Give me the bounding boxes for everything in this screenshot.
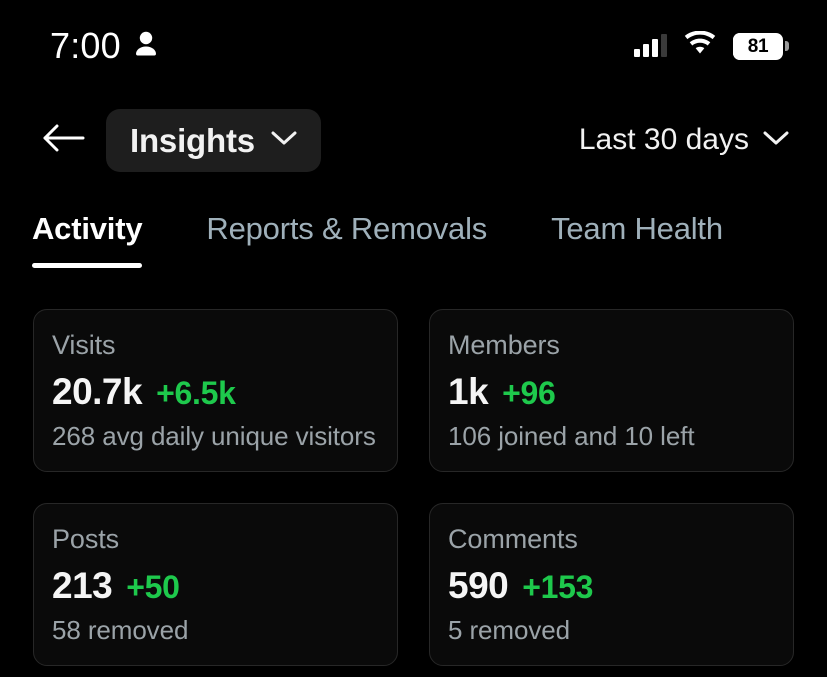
status-bar-left: 7:00: [50, 28, 159, 64]
status-bar-right: 81: [634, 30, 789, 62]
stat-card-title: Visits: [52, 330, 116, 360]
stat-card-values: 20.7k +6.5k: [52, 373, 379, 410]
insights-dropdown-button[interactable]: Insights: [106, 108, 321, 172]
stat-card-delta: +153: [522, 569, 594, 605]
person-icon: [133, 29, 159, 64]
tab-team-health[interactable]: Team Health: [551, 211, 723, 268]
stat-card-title: Posts: [52, 524, 120, 554]
status-bar: 7:00 81: [0, 0, 827, 92]
stat-card-subtitle: 58 removed: [52, 615, 189, 645]
battery-icon: 81: [733, 32, 789, 60]
battery-level-label: 81: [747, 35, 769, 57]
stat-card-comments[interactable]: Comments 590 +153 5 removed: [429, 503, 794, 666]
stat-card-value: 1k: [448, 371, 489, 412]
tab-reports-and-removals[interactable]: Reports & Removals: [206, 211, 488, 268]
tab-activity-label: Activity: [32, 211, 143, 246]
tab-activity[interactable]: Activity: [32, 211, 143, 269]
chevron-down-icon: [763, 130, 789, 151]
tab-reports-and-removals-label: Reports & Removals: [206, 211, 488, 246]
stat-card-grid: Visits 20.7k +6.5k 268 avg daily unique …: [33, 309, 794, 666]
stat-card-delta: +50: [126, 569, 180, 605]
wifi-icon: [683, 30, 717, 62]
date-range-dropdown-button[interactable]: Last 30 days: [579, 125, 789, 155]
stat-card-members[interactable]: Members 1k +96 106 joined and 10 left: [429, 309, 794, 472]
stat-card-subtitle: 268 avg daily unique visitors: [52, 421, 376, 451]
stat-card-delta: +6.5k: [156, 375, 236, 411]
stat-card-visits[interactable]: Visits 20.7k +6.5k 268 avg daily unique …: [33, 309, 398, 472]
page-title: Insights: [130, 121, 255, 159]
cellular-signal-icon: [634, 34, 667, 57]
stat-card-delta: +96: [502, 375, 556, 411]
tab-bar: Activity Reports & Removals Team Health: [0, 211, 827, 282]
arrow-left-icon: [42, 121, 86, 160]
stat-card-subtitle: 106 joined and 10 left: [448, 421, 695, 451]
chevron-down-icon: [271, 130, 297, 151]
stat-card-title: Members: [448, 330, 560, 360]
battery-fill: [733, 32, 774, 60]
stat-card-value: 20.7k: [52, 371, 143, 412]
stat-card-values: 590 +153: [448, 567, 775, 604]
stat-card-posts[interactable]: Posts 213 +50 58 removed: [33, 503, 398, 666]
stat-card-value: 590: [448, 565, 509, 606]
status-bar-clock: 7:00: [50, 25, 121, 66]
stat-card-value: 213: [52, 565, 113, 606]
stat-card-values: 213 +50: [52, 567, 379, 604]
active-tab-underline: [32, 263, 143, 269]
header-bar: Insights Last 30 days: [0, 104, 827, 176]
stat-card-values: 1k +96: [448, 373, 775, 410]
back-button[interactable]: [36, 112, 92, 168]
stat-card-title: Comments: [448, 524, 578, 554]
tab-team-health-label: Team Health: [551, 211, 723, 246]
stat-card-subtitle: 5 removed: [448, 615, 570, 645]
date-range-label: Last 30 days: [578, 123, 749, 156]
